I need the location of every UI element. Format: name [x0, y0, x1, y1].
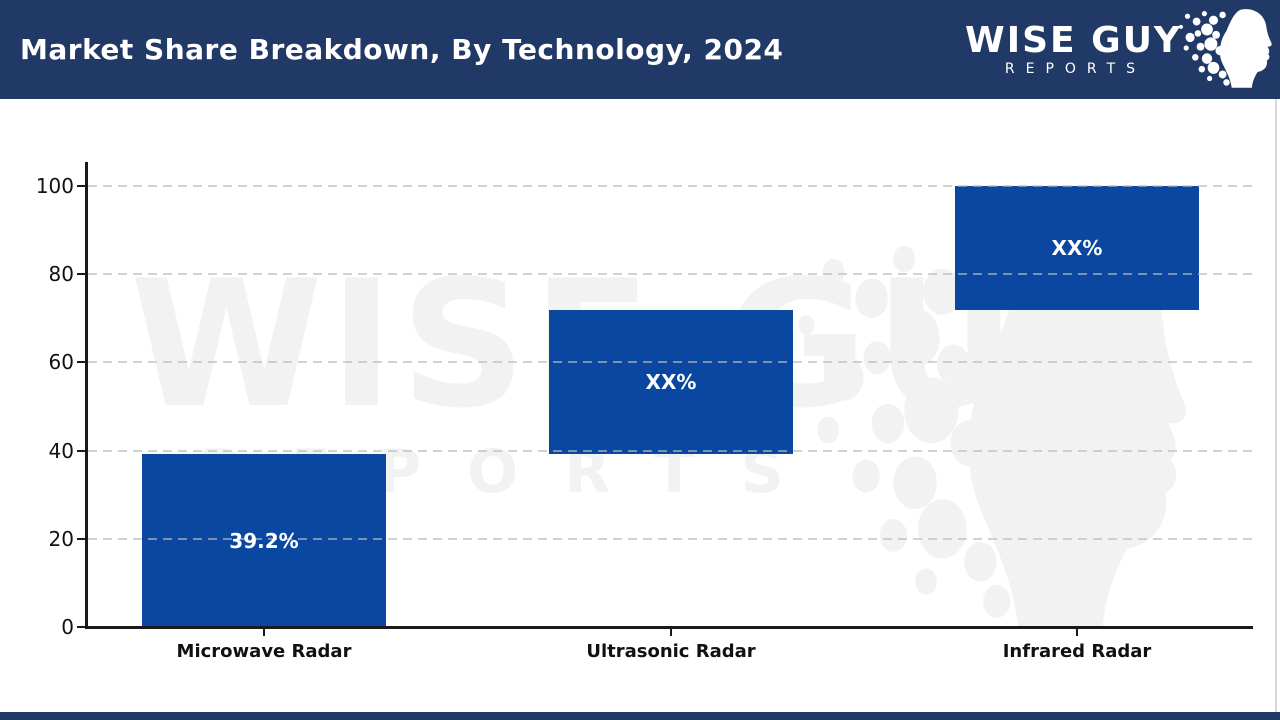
logo-text: WISE GUY REPORTS [964, 20, 1182, 77]
y-tick-label: 80 [48, 262, 74, 287]
y-tick-label: 0 [61, 615, 74, 639]
y-tick-mark [77, 185, 86, 187]
gridline [88, 449, 1253, 452]
y-axis-line [85, 162, 88, 628]
wise-guy-reports-logo: WISE GUY REPORTS [965, 7, 1272, 93]
bar-segment [142, 454, 386, 627]
x-tick-mark [263, 628, 265, 636]
footer-bar [0, 712, 1280, 720]
logo-reports-text: REPORTS [1004, 61, 1147, 77]
x-axis-line [85, 625, 1253, 629]
y-tick-mark [77, 361, 86, 364]
x-tick-mark [1076, 628, 1078, 636]
logo-brand-text: WISE GUY [964, 20, 1182, 61]
bar-value-label: XX% [645, 370, 697, 395]
x-category-label: Microwave Radar [176, 641, 352, 662]
x-tick-mark [670, 628, 672, 636]
figure-right-border [1275, 99, 1277, 713]
y-tick-mark [77, 537, 86, 540]
logo-head-dots-icon [1179, 8, 1272, 88]
y-tick-label: 100 [35, 174, 74, 198]
chart-title: Market Share Breakdown, By Technology, 2… [20, 33, 784, 66]
bar-value-label: XX% [1051, 236, 1103, 261]
y-tick-label: 40 [48, 438, 74, 463]
y-tick-mark [77, 626, 86, 628]
y-tick-mark [77, 449, 86, 452]
gridline [88, 273, 1253, 276]
bar-segment [549, 310, 793, 455]
gridline [88, 537, 1253, 540]
x-category-label: Ultrasonic Radar [586, 641, 756, 662]
header-bar: Market Share Breakdown, By Technology, 2… [0, 0, 1280, 99]
x-category-label: Infrared Radar [1002, 641, 1152, 662]
gridline [88, 185, 1253, 187]
bar-value-label: 39.2% [229, 528, 299, 553]
gridline [88, 361, 1253, 364]
y-tick-mark [77, 273, 86, 276]
y-tick-label: 60 [48, 350, 74, 375]
bar-segment [955, 186, 1199, 311]
y-tick-label: 20 [48, 526, 74, 551]
